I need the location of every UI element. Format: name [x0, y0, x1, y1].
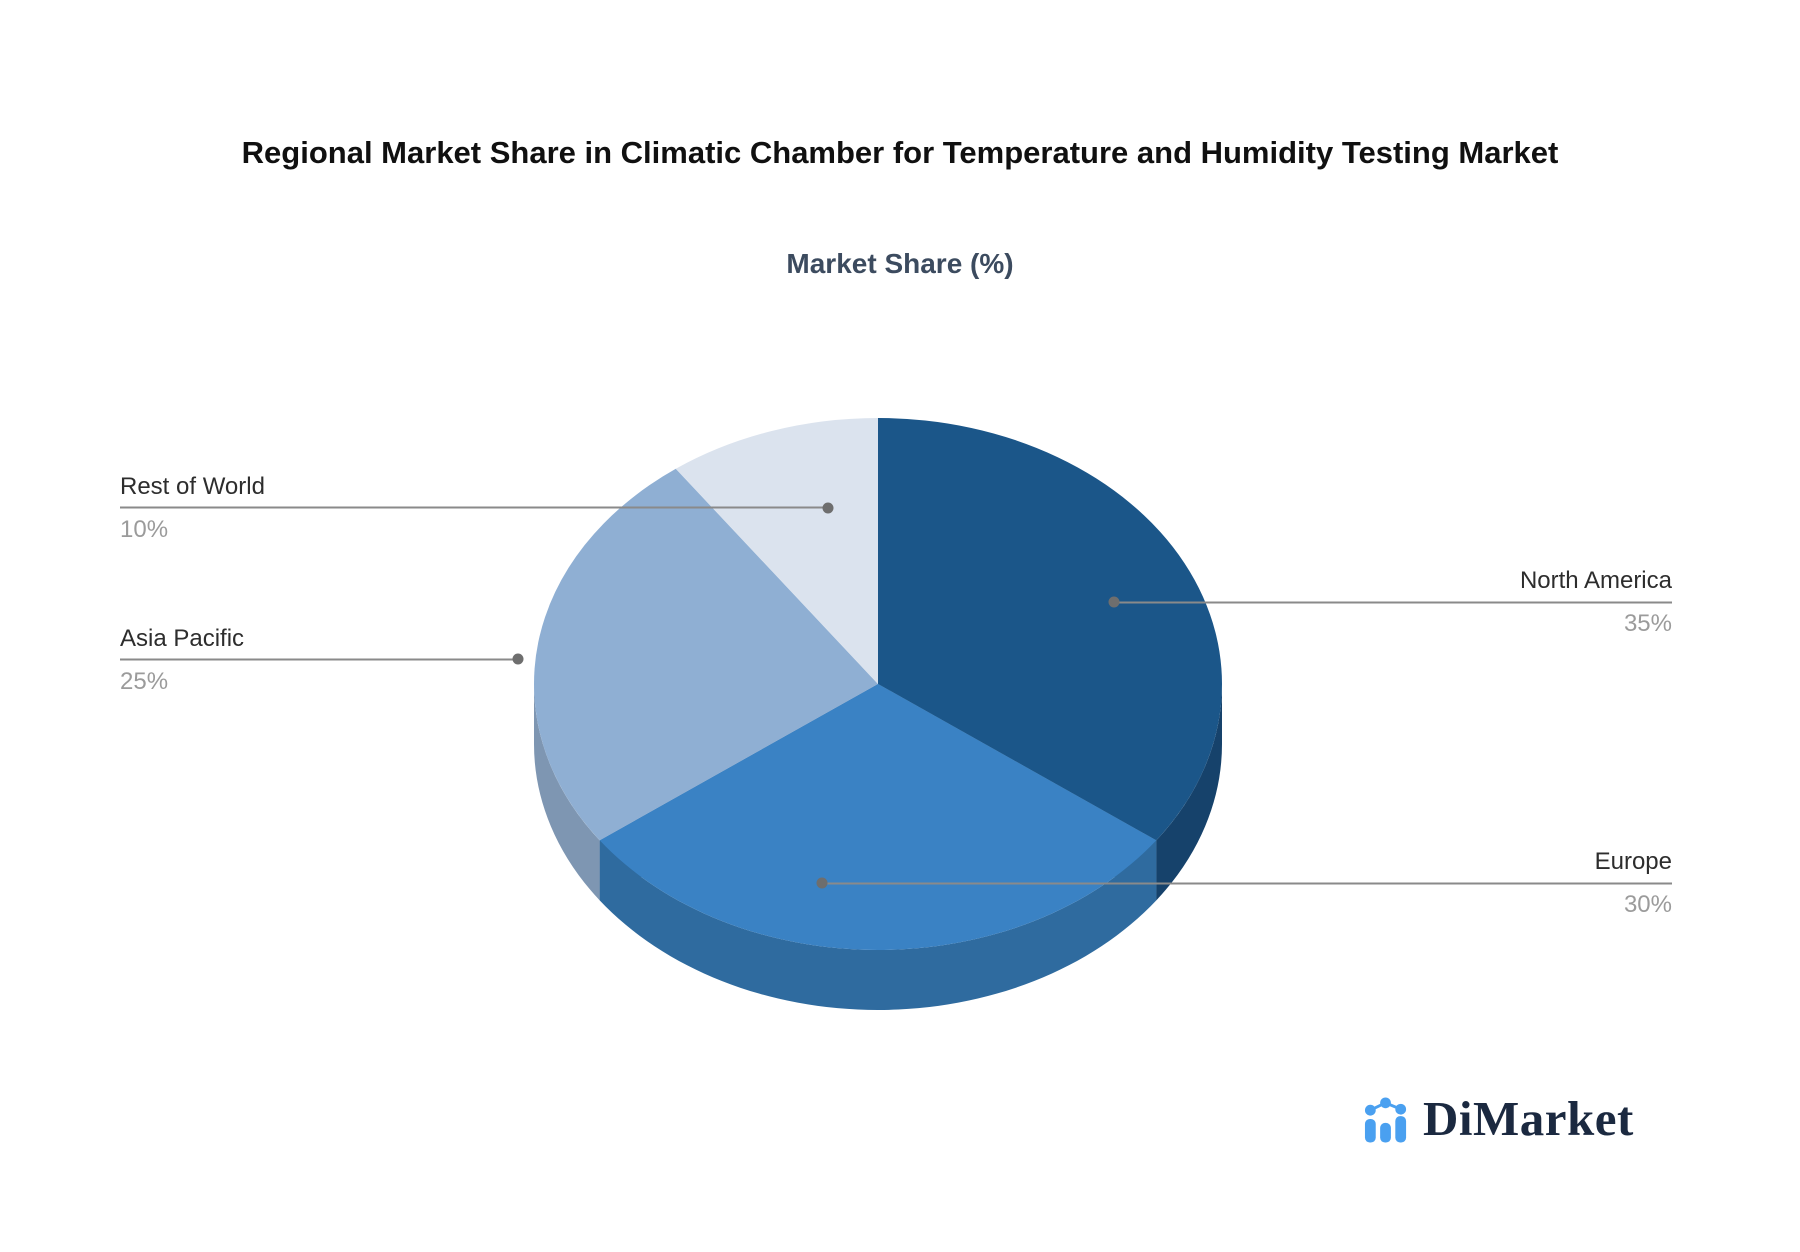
connector-dot-europe	[816, 877, 828, 889]
slice-value: 25%	[120, 668, 169, 695]
slice-label: North America	[1519, 567, 1672, 594]
connector-dot-asia-pacific	[512, 653, 524, 665]
chart-subtitle: Market Share (%)	[786, 248, 1014, 279]
datalabel-north-america: North America 35%	[1242, 563, 1672, 642]
pie-slice-rest-of-world[interactable]	[675, 418, 878, 684]
dimarket-logo: DiMarket	[1363, 1091, 1634, 1147]
brand-name: DiMarket	[1423, 1091, 1634, 1146]
chart-title: Regional Market Share in Climatic Chambe…	[0, 124, 1800, 181]
slice-label: Asia Pacific	[120, 625, 245, 652]
pie-rim-asia-pacific	[534, 684, 600, 901]
slice-value: 30%	[1623, 891, 1672, 918]
pie-rim-north-america	[1156, 684, 1222, 901]
chart-title-text: Regional Market Share in Climatic Chambe…	[241, 135, 1559, 170]
datalabel-europe: Europe 30%	[1242, 844, 1672, 923]
connector-dot-north-america	[1108, 596, 1120, 608]
pie-rim-europe	[599, 840, 1157, 1010]
pie-slice-north-america[interactable]	[878, 418, 1222, 841]
datalabel-rest-of-world: Rest of World 10%	[120, 469, 550, 548]
datalabel-asia-pacific: Asia Pacific 25%	[120, 621, 550, 700]
slice-label: Rest of World	[120, 473, 265, 500]
slice-label: Europe	[1594, 848, 1672, 875]
pie-slice-asia-pacific[interactable]	[534, 468, 878, 841]
connector-dot-rest-of-world	[822, 502, 834, 514]
bar-chart-logo-icon	[1364, 1097, 1407, 1143]
slice-value: 35%	[1623, 610, 1672, 637]
slice-value: 10%	[120, 516, 169, 543]
